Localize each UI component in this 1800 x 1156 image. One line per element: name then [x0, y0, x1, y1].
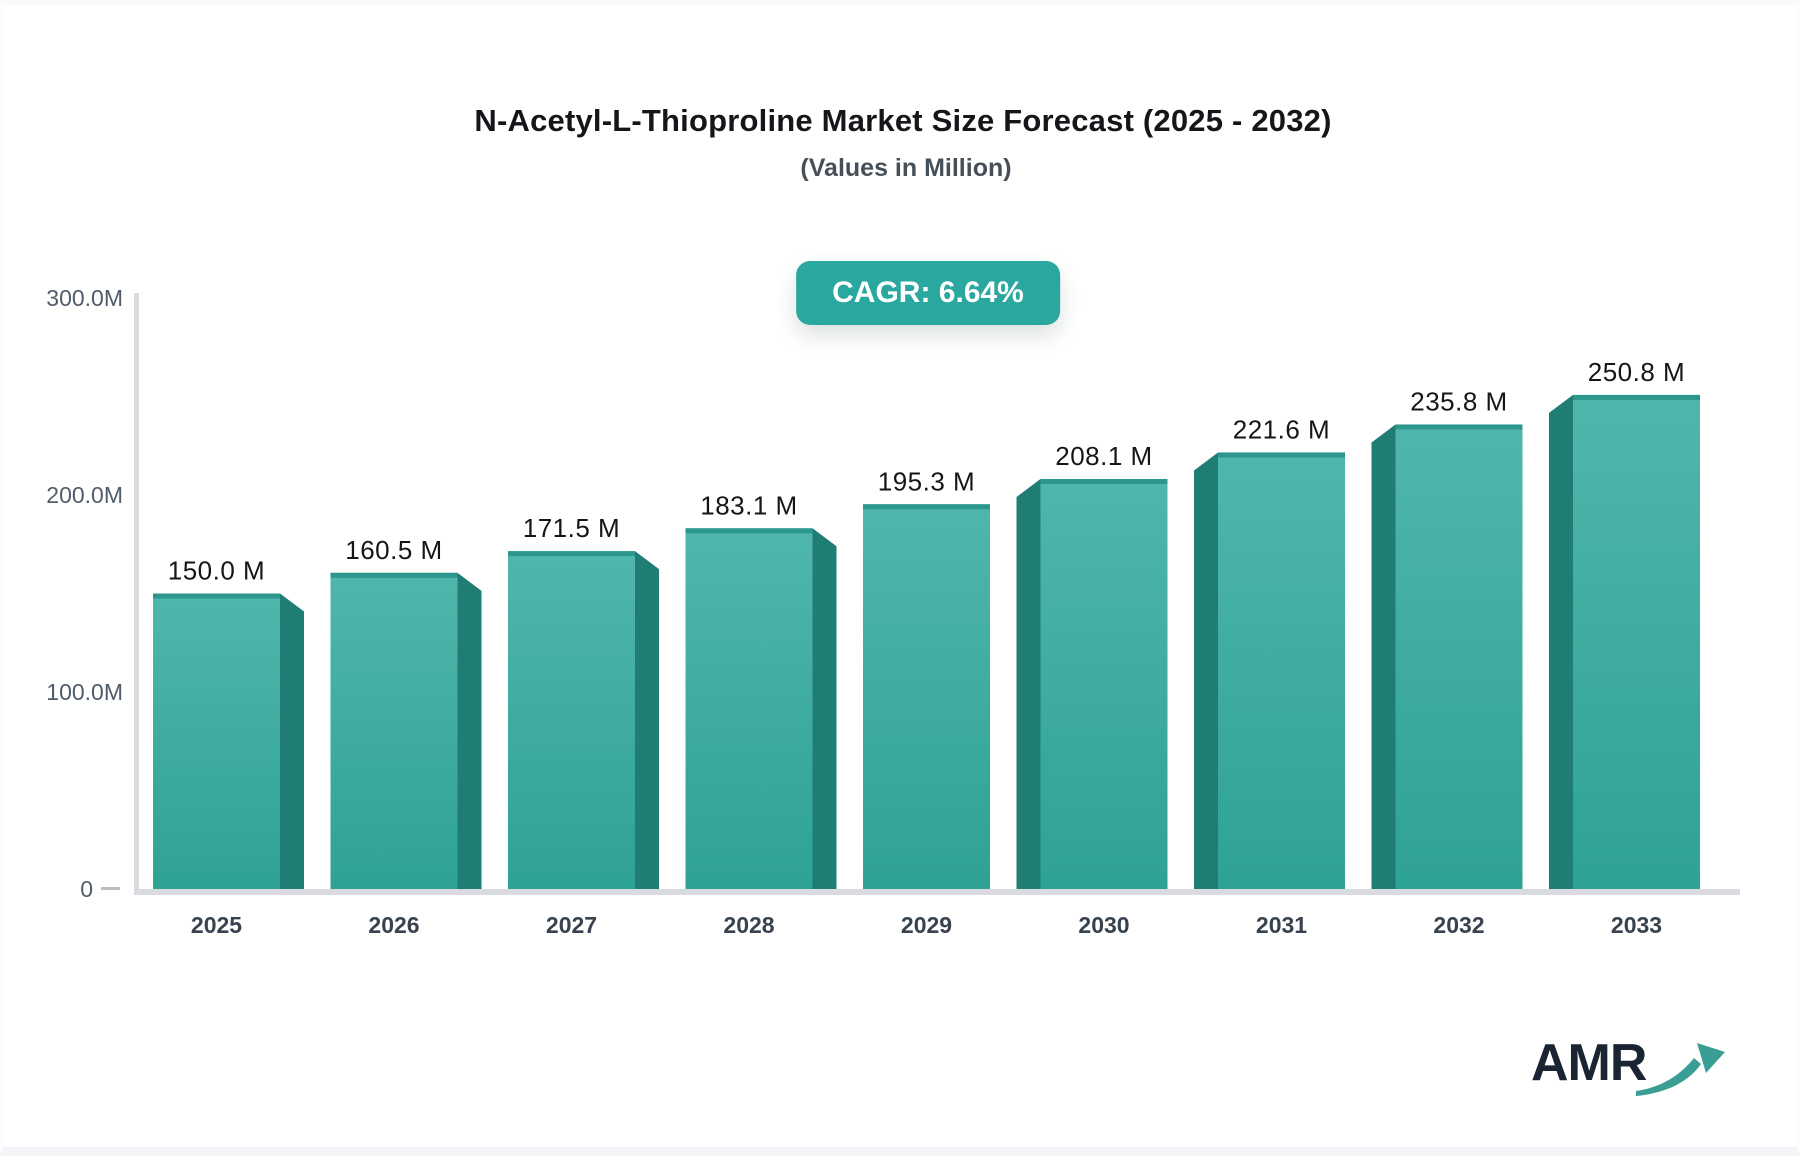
- y-axis-label: 300.0M: [46, 285, 123, 311]
- bar-face: [508, 551, 635, 889]
- bar-top-edge: [508, 551, 635, 557]
- bar-value-label: 150.0 M: [168, 556, 265, 586]
- bar-side: [1016, 479, 1041, 889]
- bar-top-edge: [1573, 394, 1700, 400]
- bar-side: [1194, 452, 1218, 889]
- bar-side: [812, 528, 837, 889]
- x-axis-label: 2029: [901, 912, 952, 938]
- x-axis-label: 2030: [1078, 912, 1129, 938]
- x-axis-label: 2025: [191, 912, 242, 938]
- x-axis-label: 2028: [723, 912, 774, 938]
- bar-top-edge: [330, 572, 458, 578]
- bar-side: [457, 572, 482, 889]
- bar-value-label: 208.1 M: [1055, 441, 1152, 471]
- bar-chart: 300.0M 200.0M 100.0M 0 150.0 M 2025 160.5 M 202…: [46, 285, 1740, 938]
- bar-top-edge: [1395, 424, 1523, 430]
- bar-face: [863, 504, 990, 889]
- page-title: N-Acetyl-L-Thioproline Market Size Forec…: [474, 103, 1332, 138]
- amr-logo-text: AMR: [1531, 1034, 1647, 1092]
- bar-face: [1218, 452, 1345, 889]
- bar-side: [1549, 394, 1573, 889]
- x-axis-label: 2031: [1256, 912, 1307, 938]
- bar-face: [1395, 424, 1523, 889]
- bar-face: [1040, 479, 1168, 889]
- chart-subtitle: (Values in Million): [800, 154, 1012, 182]
- bar-face: [153, 593, 280, 889]
- x-axis-label: 2027: [546, 912, 597, 938]
- x-axis-line: [134, 889, 1740, 895]
- bar-face: [330, 572, 458, 889]
- amr-logo: AMR: [1531, 1037, 1726, 1103]
- bar-face: [1573, 394, 1700, 889]
- bar-top-edge: [1040, 479, 1168, 485]
- bar-value-label: 235.8 M: [1410, 386, 1507, 416]
- cagr-badge: CAGR: 6.64%: [796, 261, 1060, 325]
- bar-top-edge: [1218, 452, 1345, 458]
- bar-side: [1371, 424, 1396, 889]
- bar-value-label: 221.6 M: [1233, 414, 1330, 444]
- y-axis-label: 100.0M: [46, 679, 123, 705]
- bar-side: [280, 593, 304, 889]
- bar-value-label: 250.8 M: [1588, 357, 1685, 387]
- growth-arrow-icon: [1636, 1043, 1726, 1096]
- y-axis-line: [134, 293, 139, 895]
- bar-value-label: 160.5 M: [345, 535, 442, 565]
- bar-top-edge: [863, 504, 990, 510]
- x-axis-label: 2026: [368, 912, 419, 938]
- y-axis-label: 0: [80, 876, 93, 902]
- bar-top-edge: [153, 593, 280, 599]
- zero-tick: [101, 887, 120, 890]
- y-axis-label: 200.0M: [46, 482, 123, 508]
- bar-face: [685, 528, 813, 889]
- bar-value-label: 183.1 M: [700, 490, 797, 520]
- bar-value-label: 171.5 M: [523, 513, 620, 543]
- x-axis-label: 2033: [1611, 912, 1662, 938]
- x-axis-label: 2032: [1433, 912, 1484, 938]
- bar-top-edge: [685, 528, 813, 534]
- bar-value-label: 195.3 M: [878, 466, 975, 496]
- bar-side: [635, 551, 659, 889]
